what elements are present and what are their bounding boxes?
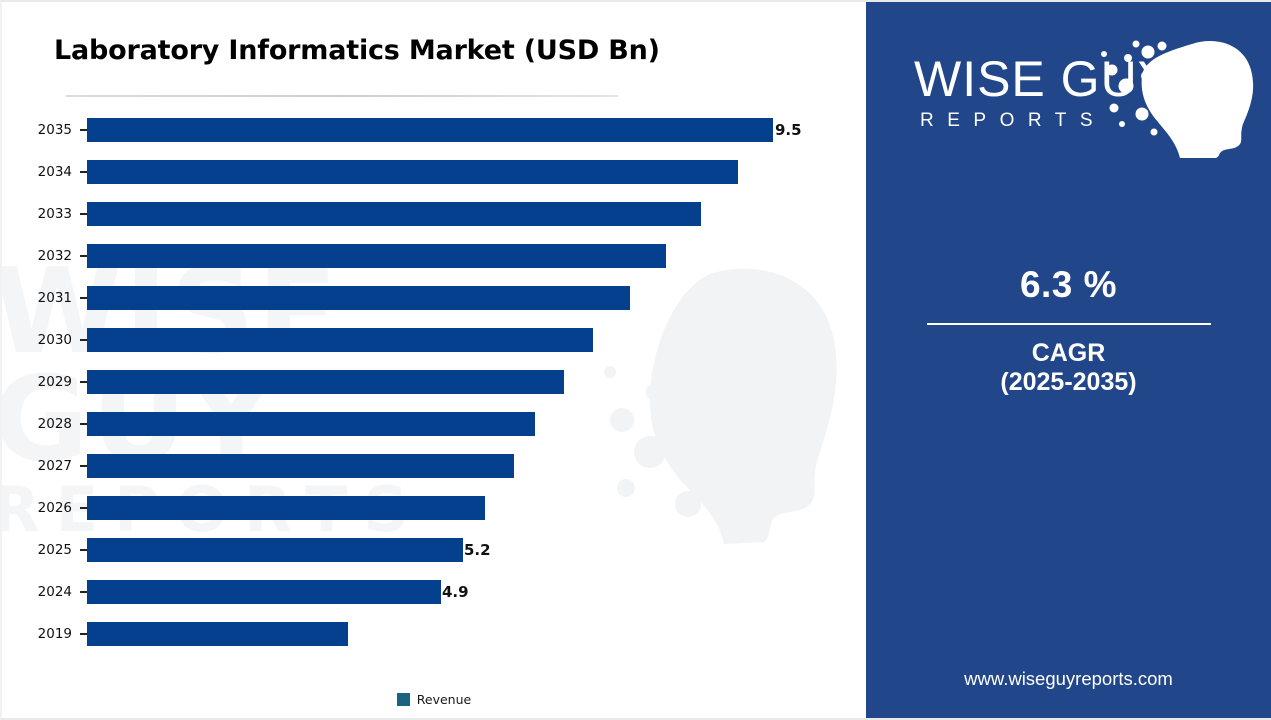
table-row: 2031	[2, 286, 866, 310]
plot-area: 2035 9.5 2034 2033 2032	[2, 112, 866, 652]
axis-tick	[80, 213, 87, 215]
chart-legend: Revenue	[2, 692, 866, 707]
category-label: 2028	[37, 416, 72, 432]
cagr-block: 6.3 % CAGR (2025-2035)	[866, 264, 1271, 397]
cagr-label-line-1: CAGR	[1031, 339, 1106, 367]
chart-pane: WISE GUY REPORTS Laboratory Informatics …	[2, 2, 866, 718]
axis-tick	[80, 339, 87, 341]
website-url[interactable]: www.wiseguyreports.com	[964, 668, 1173, 689]
brand-pane: WISE GUY REPORTS 6.3 %	[866, 2, 1271, 718]
axis-tick	[80, 129, 87, 131]
category-label: 2030	[37, 332, 72, 348]
bar[interactable]	[87, 580, 441, 604]
axis-tick	[80, 633, 87, 635]
category-label: 2025	[37, 542, 72, 558]
bar[interactable]	[87, 496, 485, 520]
category-label: 2024	[37, 584, 72, 600]
logo-subtitle: REPORTS	[920, 110, 1107, 131]
chart-title: Laboratory Informatics Market (USD Bn)	[54, 35, 660, 66]
bar[interactable]	[87, 622, 348, 646]
category-label: 2032	[37, 248, 72, 264]
bar-value-label: 9.5	[775, 121, 802, 139]
axis-tick	[80, 171, 87, 173]
legend-label: Revenue	[416, 692, 472, 707]
bar[interactable]	[87, 202, 701, 226]
table-row: 2035 9.5	[2, 118, 866, 142]
title-divider	[66, 95, 618, 97]
bar[interactable]	[87, 370, 564, 394]
bar[interactable]	[87, 538, 463, 562]
bar[interactable]	[87, 244, 666, 268]
category-label: 2033	[37, 206, 72, 222]
bar[interactable]	[87, 412, 535, 436]
axis-tick	[80, 423, 87, 425]
table-row: 2029	[2, 370, 866, 394]
table-row: 2024 4.9	[2, 580, 866, 604]
table-row: 2026	[2, 496, 866, 520]
table-row: 2032	[2, 244, 866, 268]
category-label: 2029	[37, 374, 72, 390]
axis-tick	[80, 381, 87, 383]
table-row: 2033	[2, 202, 866, 226]
bar[interactable]	[87, 286, 630, 310]
table-row: 2027	[2, 454, 866, 478]
category-label: 2027	[37, 458, 72, 474]
cagr-value: 6.3 %	[1019, 264, 1118, 305]
bar[interactable]	[87, 328, 593, 352]
axis-tick	[80, 255, 87, 257]
axis-tick	[80, 297, 87, 299]
table-row: 2030	[2, 328, 866, 352]
logo: WISE GUY REPORTS	[906, 36, 1254, 158]
bar-value-label: 4.9	[442, 583, 469, 601]
table-row: 2034	[2, 160, 866, 184]
cagr-divider	[926, 323, 1211, 325]
logo-head-icon	[1101, 40, 1254, 158]
category-label: 2026	[37, 500, 72, 516]
category-label: 2019	[37, 626, 72, 642]
axis-tick	[80, 465, 87, 467]
legend-swatch-icon	[396, 693, 410, 706]
table-row: 2019	[2, 622, 866, 646]
axis-tick	[80, 507, 87, 509]
bar[interactable]	[87, 454, 514, 478]
bar[interactable]	[87, 118, 773, 142]
category-label: 2035	[37, 122, 72, 138]
axis-tick	[80, 549, 87, 551]
cagr-label-line-2: (2025-2035)	[1000, 368, 1137, 396]
table-row: 2028	[2, 412, 866, 436]
category-label: 2031	[37, 290, 72, 306]
category-label: 2034	[37, 164, 72, 180]
axis-tick	[80, 591, 87, 593]
bar[interactable]	[87, 160, 738, 184]
bar-value-label: 5.2	[464, 541, 491, 559]
table-row: 2025 5.2	[2, 538, 866, 562]
